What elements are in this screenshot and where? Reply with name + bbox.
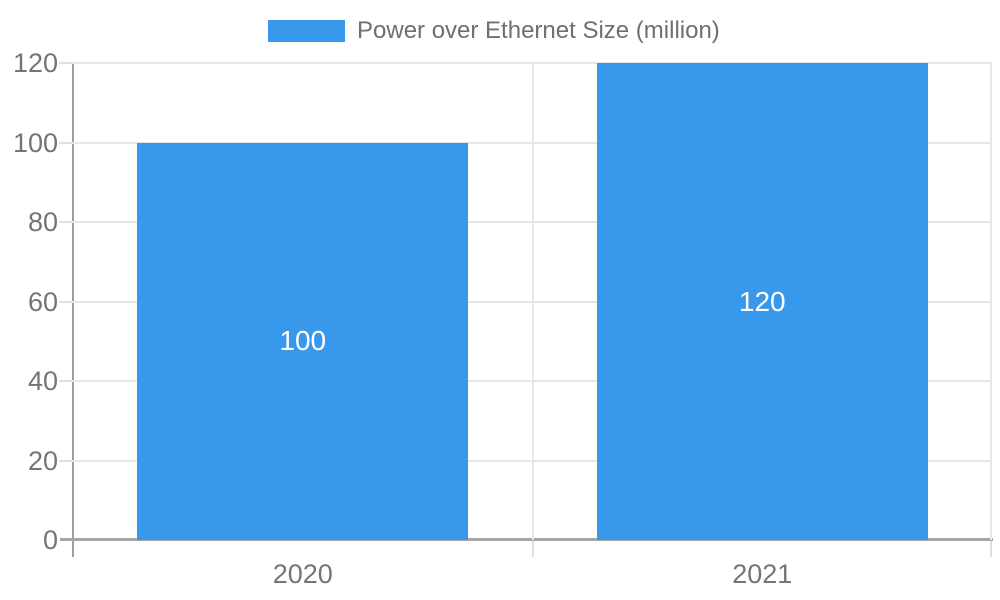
y-axis-label-40: 40 [27, 366, 58, 396]
bar-2021[interactable]: 120 [596, 63, 928, 540]
y-gridline-80 [60, 221, 992, 223]
y-tick-60 [59, 300, 72, 303]
y-tick-120 [59, 62, 72, 64]
bar-value-label-2021: 120 [738, 285, 786, 317]
bar-value-label-2020: 100 [279, 325, 327, 357]
bar-2020[interactable]: 100 [137, 142, 469, 540]
x-axis-label-2021: 2021 [732, 559, 793, 589]
y-axis-label-0: 0 [42, 525, 58, 555]
y-gridline-120 [60, 62, 992, 64]
x-axis-line [60, 538, 993, 541]
legend-swatch [268, 20, 345, 42]
y-gridline-60 [60, 300, 992, 303]
y-gridline-20 [60, 459, 992, 462]
x-boundary-gridline-1 [532, 63, 534, 540]
x-boundary-gridline-2 [990, 63, 992, 540]
y-tick-20 [59, 459, 72, 462]
y-gridline-40 [60, 380, 992, 382]
y-tick-80 [59, 221, 72, 223]
legend-label: Power over Ethernet Size (million) [357, 17, 720, 44]
y-axis-label-20: 20 [27, 445, 58, 476]
y-axis-label-80: 80 [27, 207, 58, 237]
y-tick-100 [59, 141, 72, 144]
x-tick-2 [990, 541, 992, 557]
x-axis-label-2020: 2020 [272, 559, 333, 589]
y-gridline-100 [60, 141, 992, 144]
y-axis-label-100: 100 [12, 127, 58, 158]
y-axis-line [72, 63, 74, 557]
y-axis-label-120: 120 [12, 48, 58, 78]
y-axis-label-60: 60 [27, 286, 58, 317]
y-tick-40 [59, 380, 72, 382]
x-tick-1 [532, 541, 534, 557]
legend[interactable]: Power over Ethernet Size (million) [268, 17, 720, 45]
